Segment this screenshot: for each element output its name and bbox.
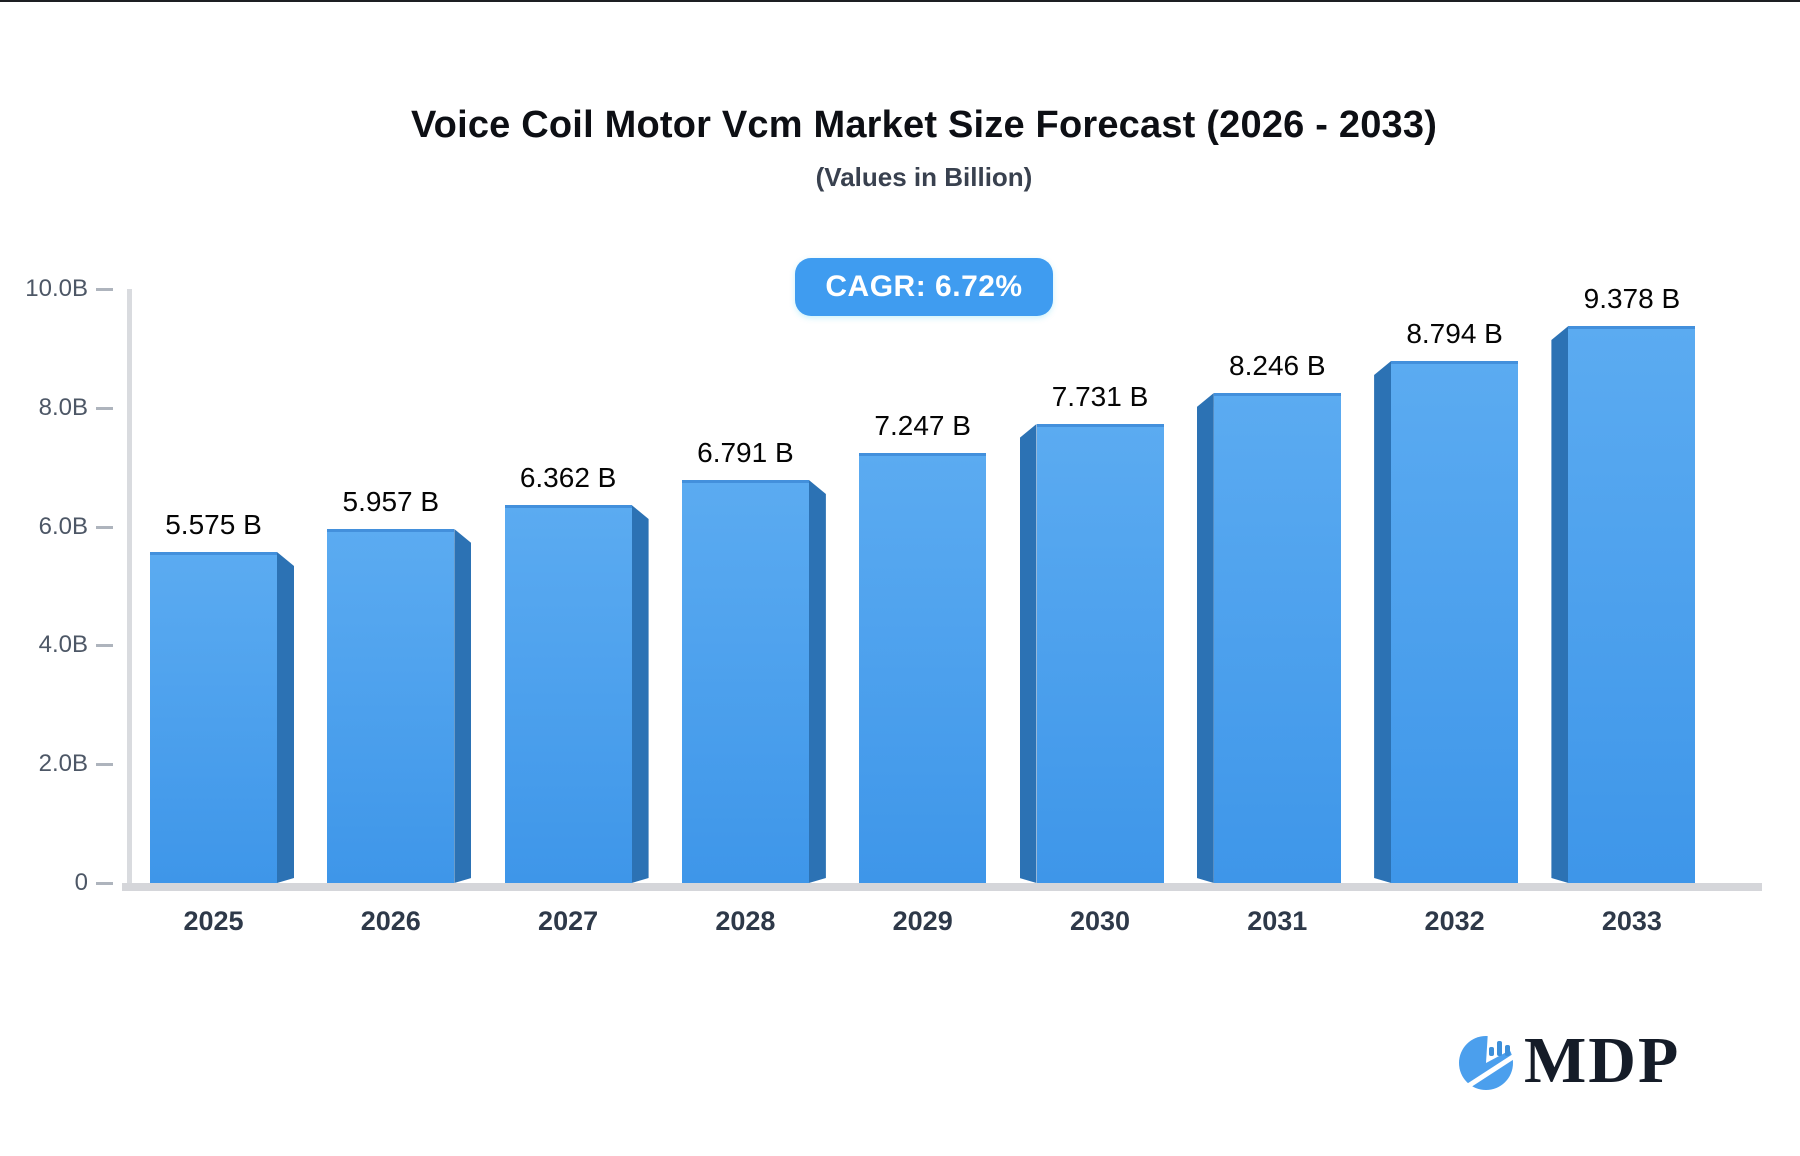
bar-2030[interactable] xyxy=(1020,424,1164,883)
bar-front-face xyxy=(504,505,632,883)
y-tick-label: 2.0B xyxy=(38,750,88,778)
x-tick-label-2033: 2033 xyxy=(1601,906,1662,936)
bar-value-label: 7.731 B xyxy=(1051,381,1149,412)
y-axis-line xyxy=(127,289,132,883)
y-tick-label: 6.0B xyxy=(38,512,88,540)
bar-2027[interactable] xyxy=(504,505,649,883)
y-tick-mark xyxy=(96,525,113,529)
y-tick-mark xyxy=(96,406,113,410)
mdp-logo-text: MDP xyxy=(1524,1024,1681,1097)
bar-side-face xyxy=(632,505,649,883)
bar-2026[interactable] xyxy=(327,529,471,883)
bar-front-face xyxy=(1391,361,1519,883)
x-tick-label-2032: 2032 xyxy=(1424,906,1485,936)
page-top-border xyxy=(0,0,1800,2)
bar-side-face xyxy=(1197,393,1214,883)
bar-value-label: 9.378 B xyxy=(1583,283,1681,314)
bar-2032[interactable] xyxy=(1374,361,1519,883)
y-tick-mark xyxy=(96,644,113,648)
x-tick-label-2029: 2029 xyxy=(892,906,953,936)
bar-side-face xyxy=(277,552,294,883)
cagr-badge-container: CAGR: 6.72% xyxy=(128,258,1720,316)
x-tick-label-2028: 2028 xyxy=(715,906,776,936)
bar-value-label: 8.246 B xyxy=(1229,350,1326,381)
bar-2033[interactable] xyxy=(1551,326,1696,883)
bar-2029[interactable] xyxy=(859,453,987,883)
y-tick-mark xyxy=(96,763,113,767)
y-tick-label: 4.0B xyxy=(38,631,88,659)
bar-value-label: 6.362 B xyxy=(519,462,617,493)
bar-side-face xyxy=(1551,326,1568,883)
bar-front-face xyxy=(150,552,277,883)
bar-front-face xyxy=(327,529,455,883)
y-tick-mark xyxy=(96,882,113,885)
bar-side-face xyxy=(1374,361,1391,883)
bar-side-face xyxy=(454,529,471,883)
bar-front-face xyxy=(1568,326,1696,883)
y-tick-label: 0 xyxy=(74,869,88,896)
x-tick-label-2030: 2030 xyxy=(1069,906,1131,936)
bar-side-face xyxy=(1020,424,1037,883)
x-tick-label-2031: 2031 xyxy=(1247,906,1308,936)
cagr-badge: CAGR: 6.72% xyxy=(795,258,1053,316)
bar-2028[interactable] xyxy=(681,480,826,883)
bar-value-label: 5.957 B xyxy=(342,486,440,517)
bar-value-label: 7.247 B xyxy=(874,410,971,441)
bar-front-face xyxy=(1036,424,1164,883)
bar-side-face xyxy=(809,480,826,883)
bar-front-face xyxy=(1213,393,1341,883)
x-tick-label-2026: 2026 xyxy=(360,906,421,936)
bar-2031[interactable] xyxy=(1197,393,1341,883)
chart-subtitle: (Values in Billion) xyxy=(815,162,1033,192)
y-tick-label: 8.0B xyxy=(38,393,88,421)
chart-title: Voice Coil Motor Vcm Market Size Forecas… xyxy=(410,104,1438,146)
bar-value-label: 6.791 B xyxy=(697,437,794,468)
x-tick-label-2025: 2025 xyxy=(183,906,244,936)
y-tick-mark xyxy=(96,288,113,291)
bar-2025[interactable] xyxy=(150,552,294,883)
y-tick-label: 10.0B xyxy=(25,275,88,302)
bar-front-face xyxy=(681,480,809,883)
mdp-pie-chart-icon xyxy=(1458,1031,1516,1091)
bar-value-label: 5.575 B xyxy=(165,509,262,540)
x-tick-label-2027: 2027 xyxy=(538,906,599,936)
bar-front-face xyxy=(859,453,987,883)
x-axis-baseline xyxy=(122,883,1762,891)
mdp-logo: MDP xyxy=(1458,1028,1680,1094)
bar-value-label: 8.794 B xyxy=(1406,318,1503,349)
